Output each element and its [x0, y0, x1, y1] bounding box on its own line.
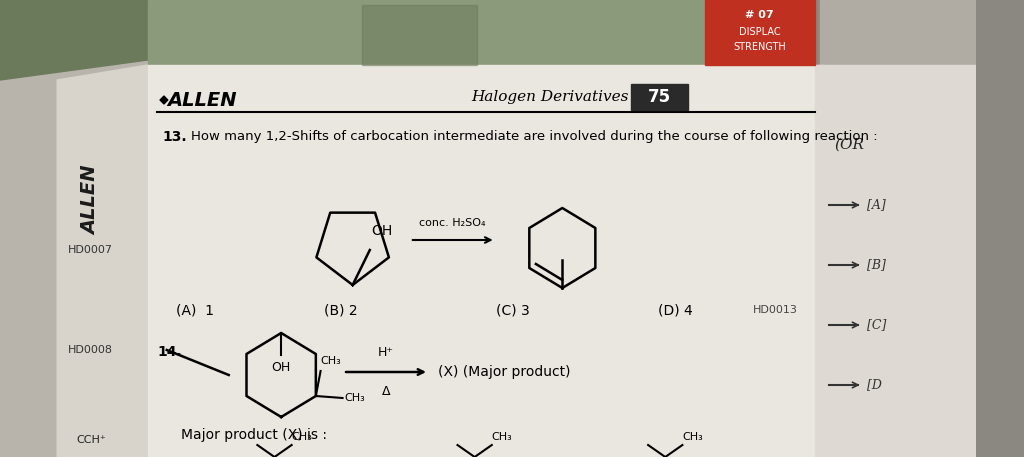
- Text: # 07: # 07: [745, 10, 774, 20]
- Text: (C) 3: (C) 3: [496, 303, 529, 317]
- Text: HD0008: HD0008: [68, 345, 113, 355]
- Text: (OR: (OR: [834, 138, 864, 152]
- Text: DISPLAC: DISPLAC: [738, 27, 780, 37]
- Text: How many 1,2-Shifts of carbocation intermediate are involved during the course o: How many 1,2-Shifts of carbocation inter…: [190, 130, 878, 143]
- Text: (A)  1: (A) 1: [176, 303, 214, 317]
- Text: HD0007: HD0007: [68, 245, 113, 255]
- Text: OH: OH: [372, 224, 393, 238]
- Bar: [631, 84, 688, 110]
- Text: CH₃: CH₃: [682, 432, 703, 442]
- Text: CH₃: CH₃: [344, 393, 366, 403]
- Text: 13.: 13.: [162, 130, 186, 144]
- Bar: [815, 65, 824, 457]
- Text: [A]: [A]: [867, 198, 886, 212]
- Bar: [706, 0, 815, 65]
- Polygon shape: [57, 65, 147, 457]
- Text: (D) 4: (D) 4: [657, 303, 692, 317]
- Text: STRENGTH: STRENGTH: [733, 42, 786, 52]
- Text: Δ: Δ: [382, 385, 390, 398]
- Text: Halogen Derivatives: Halogen Derivatives: [471, 90, 629, 104]
- Text: ALLEN: ALLEN: [81, 165, 100, 235]
- Text: Major product (X) is :: Major product (X) is :: [181, 428, 327, 442]
- Text: CH₃: CH₃: [321, 356, 341, 366]
- Text: ALLEN: ALLEN: [167, 90, 237, 110]
- Text: [D: [D: [867, 378, 883, 392]
- Polygon shape: [0, 0, 190, 80]
- Text: HD0013: HD0013: [753, 305, 798, 315]
- Bar: [815, 65, 976, 457]
- Polygon shape: [160, 96, 168, 104]
- Text: 75: 75: [648, 88, 671, 106]
- Text: H⁺: H⁺: [378, 346, 394, 359]
- Text: CCH⁺: CCH⁺: [76, 435, 106, 445]
- Text: OH: OH: [271, 361, 291, 374]
- Bar: [147, 65, 815, 457]
- Text: (X) (Major product): (X) (Major product): [438, 365, 571, 379]
- Bar: [0, 0, 147, 457]
- Text: [B]: [B]: [867, 259, 886, 271]
- Bar: [147, 0, 815, 65]
- Text: (B) 2: (B) 2: [324, 303, 357, 317]
- Text: conc. H₂SO₄: conc. H₂SO₄: [420, 218, 486, 228]
- Bar: [819, 0, 976, 457]
- Bar: [362, 5, 476, 65]
- Text: [C]: [C]: [867, 319, 887, 331]
- Text: 14.: 14.: [158, 345, 182, 359]
- Text: CH₃: CH₃: [292, 432, 312, 442]
- Text: CH₃: CH₃: [492, 432, 513, 442]
